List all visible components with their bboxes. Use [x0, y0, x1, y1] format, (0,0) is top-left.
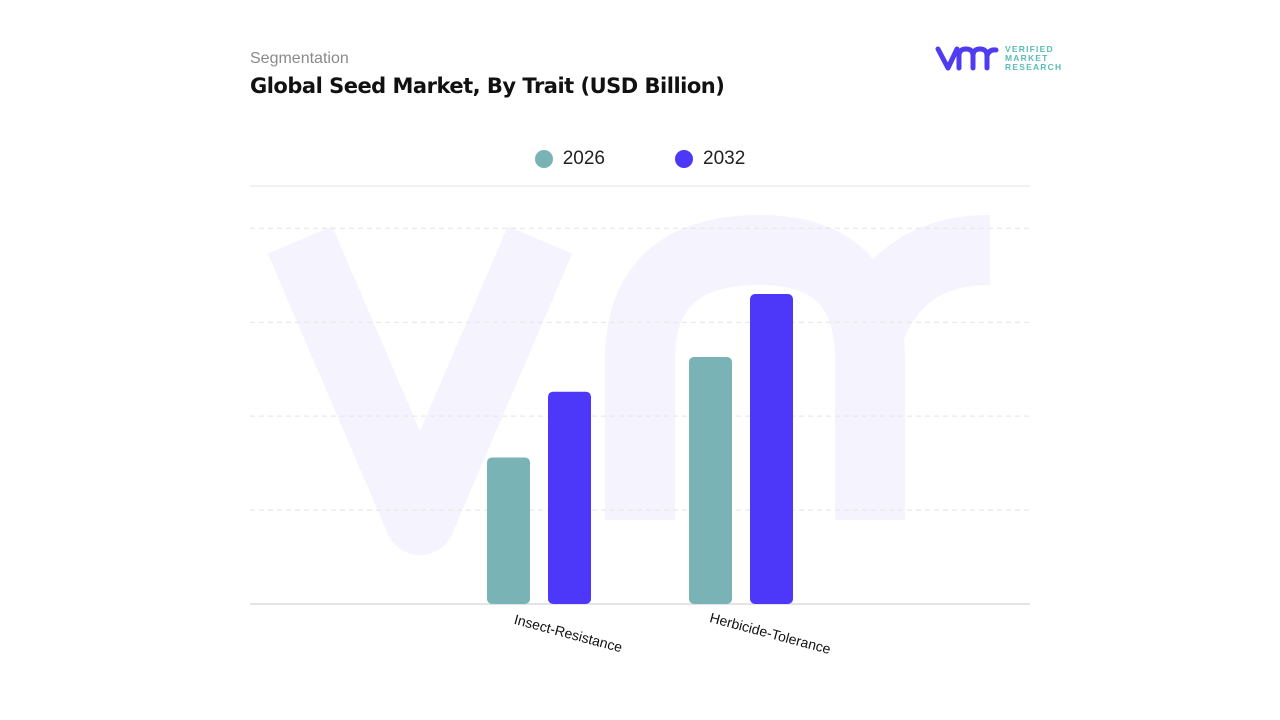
- legend: 2026 2032: [0, 148, 1280, 170]
- vmr-logo-mark-icon: [935, 46, 999, 71]
- x-tick-label: Herbicide-Tolerance: [708, 609, 833, 657]
- vmr-logo: VERIFIED MARKET RESEARCH: [935, 44, 1062, 72]
- legend-swatch: [675, 150, 693, 168]
- bar-2026-herbicide-tolerance: [689, 356, 732, 604]
- legend-swatch: [534, 150, 553, 168]
- segment-label: Segmentation: [250, 50, 349, 67]
- logo-line: MARKET: [1005, 52, 1049, 63]
- bar-2026-insect-resistance: [487, 457, 530, 604]
- watermark: [267, 215, 992, 555]
- legend-item-2026[interactable]: 2026: [534, 148, 605, 170]
- bar-2032-insect-resistance: [548, 391, 591, 604]
- logo-line: VERIFIED: [1005, 43, 1054, 54]
- bar-2032-herbicide-tolerance: [750, 294, 793, 604]
- x-tick-label: Insect-Resistance: [512, 611, 624, 655]
- legend-label: 2026: [562, 148, 605, 169]
- legend-item-2032[interactable]: 2032: [675, 148, 745, 170]
- legend-label: 2032: [703, 148, 746, 169]
- chart-title: Global Seed Market, By Trait (USD Billio…: [250, 74, 725, 98]
- logo-line: RESEARCH: [1005, 61, 1063, 72]
